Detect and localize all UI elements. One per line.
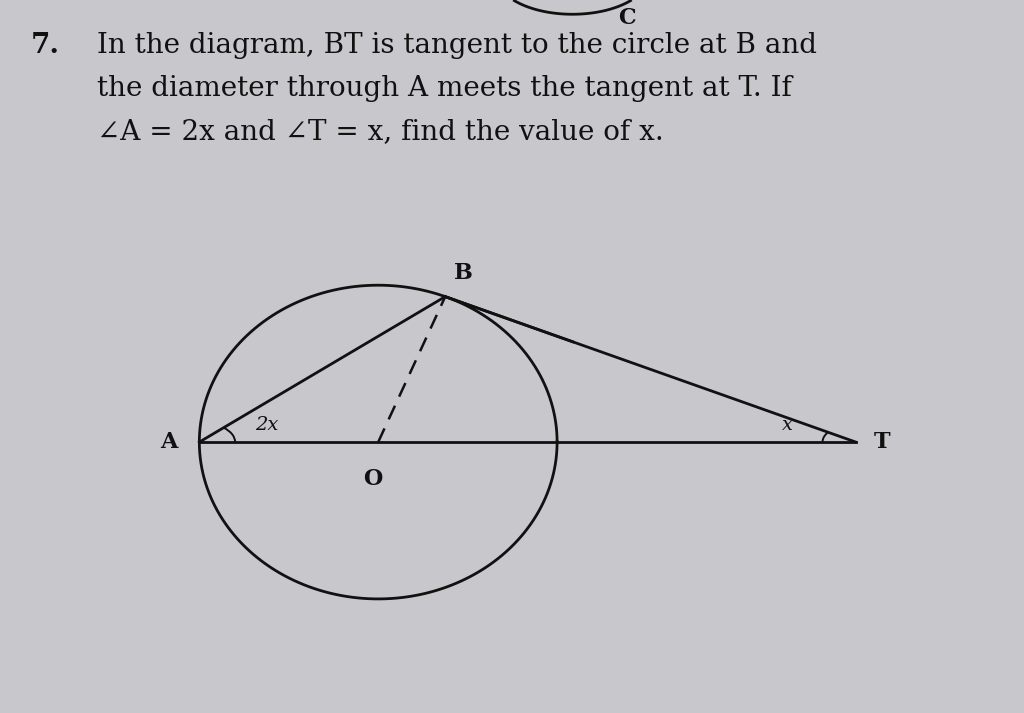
Text: ∠A = 2x and ∠T = x, find the value of x.: ∠A = 2x and ∠T = x, find the value of x. [97,118,664,145]
Text: O: O [364,468,382,490]
Text: C: C [618,7,636,29]
Text: A: A [160,431,177,453]
Text: In the diagram, BT is tangent to the circle at B and: In the diagram, BT is tangent to the cir… [97,32,817,59]
Text: B: B [455,262,473,284]
Text: 2x: 2x [256,416,279,434]
Text: x: x [782,416,794,434]
Text: 7.: 7. [31,32,59,59]
Text: T: T [874,431,891,453]
Text: the diameter through A meets the tangent at T. If: the diameter through A meets the tangent… [97,75,792,102]
